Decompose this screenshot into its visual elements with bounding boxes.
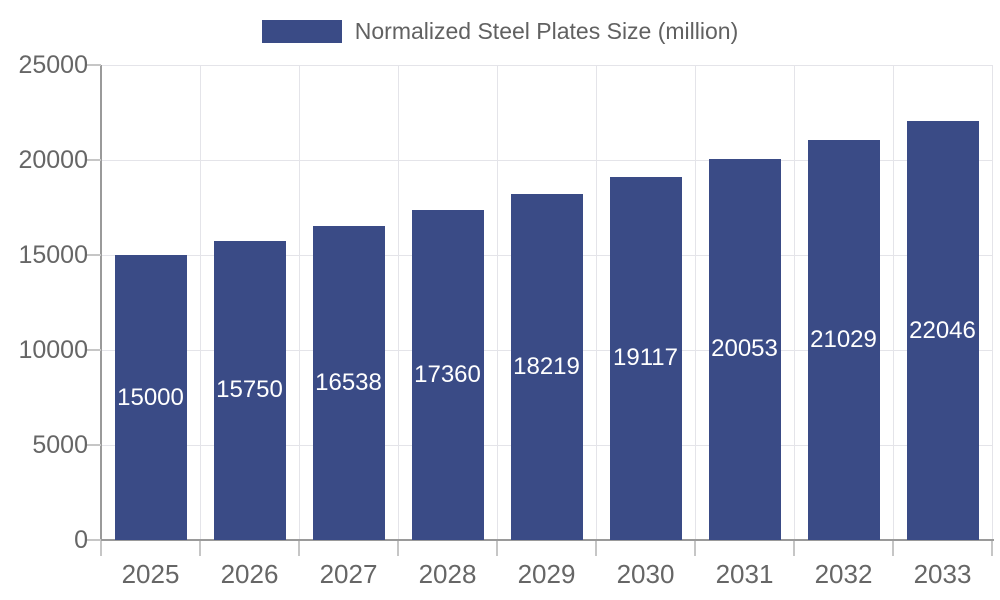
gridline-horizontal	[101, 160, 992, 161]
y-axis-tick-label: 15000	[18, 241, 88, 269]
bar	[906, 121, 979, 540]
bar-value-label: 17360	[414, 361, 481, 389]
x-axis-tick	[100, 541, 102, 556]
legend[interactable]: Normalized Steel Plates Size (million)	[0, 19, 1000, 44]
y-axis-tick-label: 0	[74, 526, 88, 554]
gridline-vertical	[893, 65, 894, 540]
bar-value-label: 19117	[613, 344, 678, 372]
y-axis-tick	[87, 539, 101, 541]
x-axis-tick-label: 2028	[418, 559, 477, 589]
x-axis-tick-label: 2030	[616, 559, 675, 589]
bar-value-label: 22046	[909, 316, 976, 344]
x-axis-tick	[892, 541, 894, 556]
x-axis-tick	[793, 541, 795, 556]
x-axis-tick	[991, 541, 993, 556]
bar-value-label: 18219	[513, 352, 580, 380]
bar	[609, 176, 682, 540]
y-axis-line	[100, 65, 102, 542]
y-axis-tick	[87, 64, 101, 66]
gridline-vertical	[497, 65, 498, 540]
y-axis-tick-label: 20000	[18, 146, 88, 174]
y-axis-tick-label: 5000	[32, 431, 88, 459]
x-axis-tick	[694, 541, 696, 556]
x-axis-tick	[397, 541, 399, 556]
x-axis-tick	[595, 541, 597, 556]
bar-value-label: 15750	[216, 376, 283, 404]
bar	[510, 193, 583, 540]
x-axis-line	[93, 539, 994, 541]
y-axis-tick	[87, 349, 101, 351]
x-axis-tick-label: 2027	[319, 559, 378, 589]
x-axis-tick	[199, 541, 201, 556]
x-axis-tick-label: 2032	[814, 559, 873, 589]
x-axis-tick-label: 2029	[517, 559, 576, 589]
bar	[807, 140, 880, 540]
gridline-horizontal	[101, 65, 992, 66]
x-axis-tick	[298, 541, 300, 556]
bar	[213, 240, 286, 540]
bar	[312, 225, 385, 540]
x-axis-tick-label: 2033	[913, 559, 972, 589]
gridline-vertical	[299, 65, 300, 540]
gridline-vertical	[695, 65, 696, 540]
bar	[114, 255, 187, 540]
bar-value-label: 16538	[315, 368, 382, 396]
legend-swatch-icon	[261, 20, 342, 43]
x-axis-tick-label: 2025	[121, 559, 180, 589]
gridline-vertical	[200, 65, 201, 540]
plot-area: 15000 15750 16538 17360 18219 19117 20053 21029…	[101, 65, 992, 540]
y-axis-tick	[87, 444, 101, 446]
gridline-vertical	[398, 65, 399, 540]
x-axis-tick	[496, 541, 498, 556]
y-axis-tick-label: 25000	[18, 51, 88, 79]
y-axis-tick	[87, 159, 101, 161]
x-axis-tick-label: 2026	[220, 559, 279, 589]
bar	[411, 210, 484, 540]
gridline-vertical	[794, 65, 795, 540]
legend-label: Normalized Steel Plates Size (million)	[354, 18, 739, 44]
gridline-vertical	[596, 65, 597, 540]
bar-value-label: 20053	[711, 335, 778, 363]
bar-value-label: 21029	[810, 326, 877, 354]
y-axis-tick-label: 10000	[18, 336, 88, 364]
bar	[708, 158, 781, 540]
y-axis-tick	[87, 254, 101, 256]
bar-value-label: 15000	[117, 383, 184, 411]
gridline-vertical	[992, 65, 993, 540]
x-axis-tick-label: 2031	[715, 559, 774, 589]
